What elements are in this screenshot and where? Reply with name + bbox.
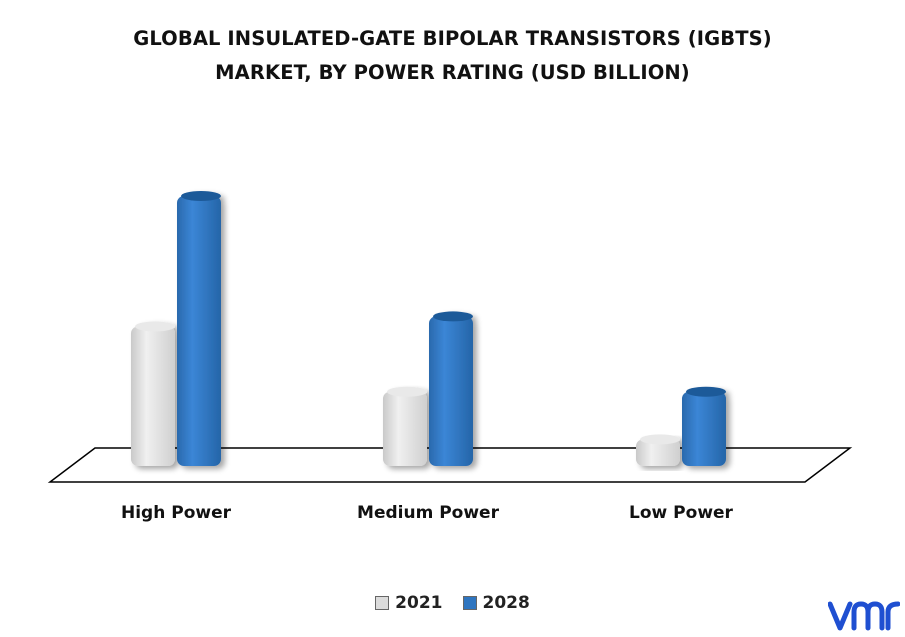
bars-group	[131, 191, 726, 466]
bar-2028-medium-power	[429, 311, 473, 466]
legend-item-2021: 2021	[375, 593, 443, 613]
bar-2028-high-power	[177, 191, 221, 466]
legend-label: 2028	[482, 593, 530, 613]
legend-item-2028: 2028	[462, 593, 530, 613]
chart-title-line-2: MARKET, BY POWER RATING (USD BILLION)	[215, 61, 690, 84]
bar-2021-medium-power	[383, 386, 427, 466]
x-tick-labels: High Power Medium Power Low Power	[121, 503, 734, 523]
vmr-logo-icon	[828, 601, 900, 631]
bar-2021-high-power	[131, 321, 175, 466]
x-tick-label: Medium Power	[357, 503, 500, 523]
legend-label: 2021	[395, 593, 443, 613]
legend: 2021 2028	[0, 593, 905, 613]
legend-swatch	[375, 596, 390, 610]
x-tick-label: Low Power	[629, 503, 734, 523]
x-tick-label: High Power	[121, 503, 232, 523]
legend-swatch	[462, 596, 477, 610]
chart-title-line-1: GLOBAL INSULATED-GATE BIPOLAR TRANSISTOR…	[133, 27, 772, 50]
chart-title: GLOBAL INSULATED-GATE BIPOLAR TRANSISTOR…	[0, 22, 905, 90]
bar-2028-low-power	[682, 386, 726, 466]
bar-2021-low-power	[636, 434, 680, 466]
